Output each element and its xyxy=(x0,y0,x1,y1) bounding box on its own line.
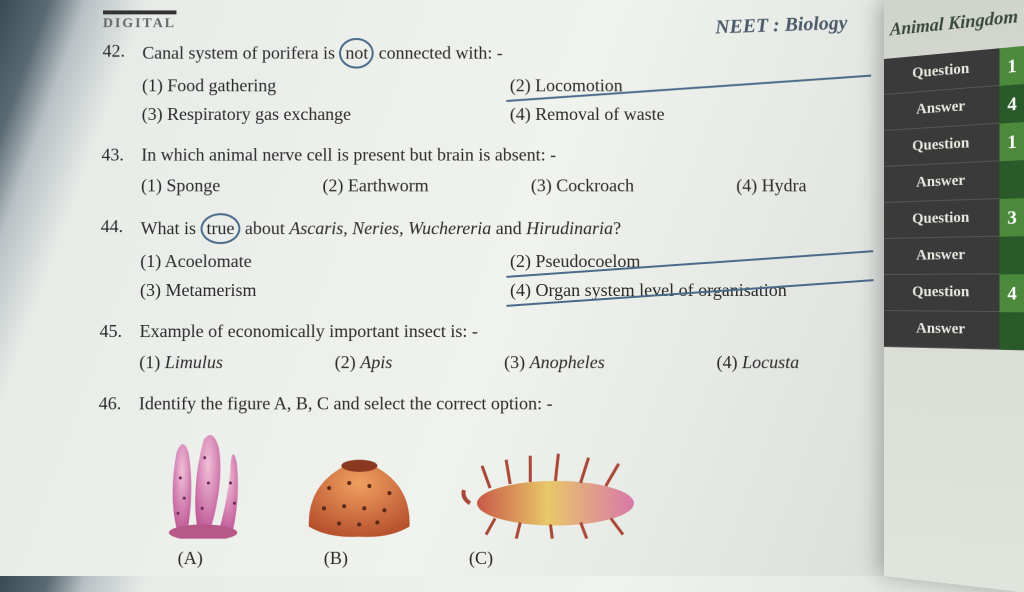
question-46: 46. Identify the figure A, B, C and sele… xyxy=(97,390,873,572)
qa-table: Question1Answer4Question1AnswerQuestion3… xyxy=(884,46,1024,350)
question-number: 43. xyxy=(101,142,141,200)
question-stem: Identify the figure A, B, C and select t… xyxy=(139,390,872,417)
question-44: 44. What is true about Ascaris, Neries, … xyxy=(100,213,870,304)
question-43: 43. In which animal nerve cell is presen… xyxy=(101,142,869,200)
stem-text: What is xyxy=(140,218,200,238)
stem-text: and xyxy=(491,218,526,238)
option-4: (4) Removal of waste xyxy=(510,101,868,128)
question-body: Identify the figure A, B, C and select t… xyxy=(137,390,873,572)
side-panel: Animal Kingdom Question1Answer4Question1… xyxy=(884,0,1024,592)
publisher-logo: DIGITAL xyxy=(103,10,176,32)
option-3: (3) Metamerism xyxy=(140,277,500,304)
chapter-heading: Animal Kingdom xyxy=(884,5,1024,41)
option-1: (1) Food gathering xyxy=(142,72,500,99)
option-4: (4) Organ system level of organisation xyxy=(510,277,870,304)
qa-label: Question xyxy=(884,124,999,167)
stem-text: Canal system of porifera is xyxy=(142,43,339,63)
question-number: 44. xyxy=(100,213,141,304)
question-body: In which animal nerve cell is present bu… xyxy=(141,142,869,200)
question-stem: Example of economically important insect… xyxy=(139,318,870,345)
circled-word: true xyxy=(200,213,240,244)
circled-word: not xyxy=(339,38,374,69)
question-stem: In which animal nerve cell is present bu… xyxy=(141,142,868,169)
options-grid: (1) Sponge (2) Earthworm (3) Cockroach (… xyxy=(141,172,869,199)
figure-labels: (A) (B) (C) xyxy=(178,545,874,572)
qa-label: Answer xyxy=(884,311,999,350)
qa-row: Answer xyxy=(884,236,1024,275)
qa-value xyxy=(999,236,1024,274)
options-grid: (1) Food gathering (2) Locomotion (3) Re… xyxy=(142,72,869,127)
question-45: 45. Example of economically important in… xyxy=(99,318,871,376)
figure-a-icon xyxy=(148,427,260,538)
qa-label: Answer xyxy=(884,161,999,203)
stem-text: connected with: - xyxy=(374,43,503,63)
figure-label-a: (A) xyxy=(178,545,203,572)
figure-row xyxy=(148,427,873,538)
question-body: What is true about Ascaris, Neries, Wuch… xyxy=(140,213,870,304)
question-number: 42. xyxy=(102,38,143,128)
opt-num: (4) xyxy=(716,352,742,372)
option-1: (1) Limulus xyxy=(139,349,295,376)
opt-text: Limulus xyxy=(165,352,223,372)
option-3: (3) Anopheles xyxy=(504,349,676,376)
option-1: (1) Sponge xyxy=(141,172,283,199)
question-stem: Canal system of porifera is not connecte… xyxy=(142,38,867,69)
qa-row: Answer xyxy=(884,160,1024,203)
qa-value: 1 xyxy=(999,46,1024,86)
question-stem: What is true about Ascaris, Neries, Wuch… xyxy=(140,213,869,244)
opt-num: (1) xyxy=(139,352,165,372)
option-2: (2) Pseudocoelom xyxy=(510,248,870,275)
qa-value xyxy=(999,160,1024,199)
opt-text: Locusta xyxy=(742,352,799,372)
question-42: 42. Canal system of porifera is not conn… xyxy=(102,38,868,128)
opt-text: Apis xyxy=(360,352,392,372)
qa-label: Answer xyxy=(884,237,999,275)
page-content: DIGITAL NEET : Biology 42. Canal system … xyxy=(67,3,894,579)
qa-label: Question xyxy=(884,199,999,239)
question-body: Example of economically important insect… xyxy=(139,318,871,376)
option-2: (2) Earthworm xyxy=(322,172,491,199)
qa-row: Answer xyxy=(884,311,1024,350)
qa-row: Question3 xyxy=(884,198,1024,239)
figure-label-b: (B) xyxy=(324,545,348,572)
question-number: 46. xyxy=(97,390,139,572)
question-number: 45. xyxy=(99,318,140,376)
qa-value: 4 xyxy=(999,84,1024,124)
stem-text: about xyxy=(240,218,289,238)
figure-b-icon xyxy=(299,448,420,539)
question-body: Canal system of porifera is not connecte… xyxy=(142,38,869,128)
opt-num: (2) xyxy=(335,352,361,372)
options-grid: (1) Limulus (2) Apis (3) Anopheles (4) L… xyxy=(139,349,871,376)
qa-value: 1 xyxy=(999,122,1024,161)
option-4: (4) Hydra xyxy=(736,172,869,199)
options-grid: (1) Acoelomate (2) Pseudocoelom (3) Meta… xyxy=(140,248,870,304)
figure-label-c: (C) xyxy=(469,545,493,572)
option-2: (2) Apis xyxy=(335,349,464,376)
option-3: (3) Respiratory gas exchange xyxy=(142,101,500,128)
subject-label: NEET : Biology xyxy=(714,12,847,39)
qa-value: 4 xyxy=(999,274,1024,312)
figure-c-icon xyxy=(460,448,651,539)
option-2: (2) Locomotion xyxy=(510,72,868,99)
option-3: (3) Cockroach xyxy=(531,172,697,199)
qa-label: Question xyxy=(884,274,999,312)
option-4: (4) Locusta xyxy=(716,349,871,376)
stem-italic: Hirudinaria xyxy=(526,218,613,238)
qa-row: Question4 xyxy=(884,274,1024,312)
opt-text: Anopheles xyxy=(530,352,605,372)
qa-value xyxy=(999,312,1024,350)
opt-num: (3) xyxy=(504,352,530,372)
qa-value: 3 xyxy=(999,198,1024,237)
stem-text: ? xyxy=(613,218,621,238)
stem-italic: Ascaris, Neries, Wuchereria xyxy=(289,218,491,238)
option-1: (1) Acoelomate xyxy=(140,248,500,275)
